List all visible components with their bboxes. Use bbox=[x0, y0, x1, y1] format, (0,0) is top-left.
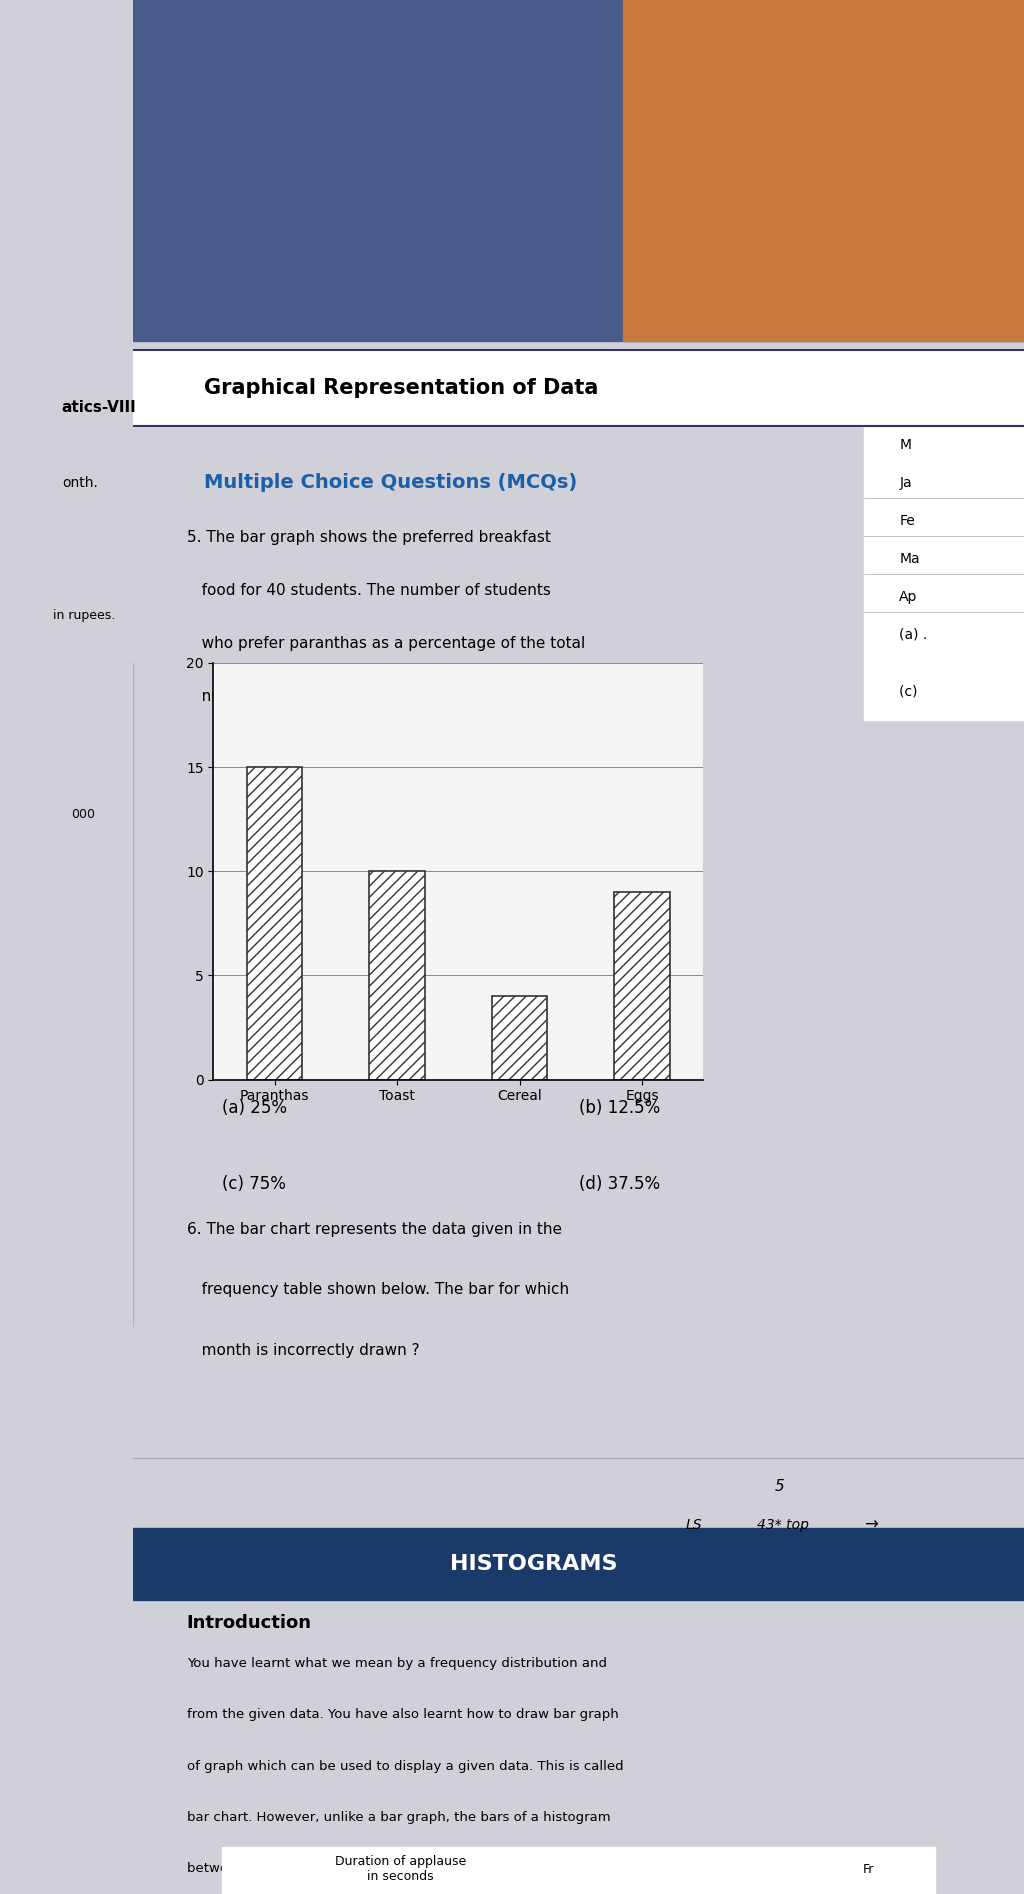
Text: (a) .: (a) . bbox=[899, 627, 928, 642]
Text: Graphical Representation of Data: Graphical Representation of Data bbox=[205, 379, 599, 398]
Text: (a) 25%: (a) 25% bbox=[222, 1099, 287, 1117]
Bar bbox=[614, 892, 670, 1080]
Text: in rupees.: in rupees. bbox=[53, 610, 115, 621]
Text: Ja: Ja bbox=[899, 475, 912, 491]
Text: frequency table shown below. The bar for which: frequency table shown below. The bar for… bbox=[186, 1282, 568, 1297]
Bar bbox=[370, 871, 425, 1080]
Text: Multiple Choice Questions (MCQs): Multiple Choice Questions (MCQs) bbox=[205, 474, 578, 492]
Text: Ap: Ap bbox=[899, 589, 918, 604]
Text: (b) 12.5%: (b) 12.5% bbox=[579, 1099, 659, 1117]
Text: Fe: Fe bbox=[899, 513, 915, 528]
Text: You have learnt what we mean by a frequency distribution and: You have learnt what we mean by a freque… bbox=[186, 1657, 606, 1671]
Text: (c) 75%: (c) 75% bbox=[222, 1174, 286, 1193]
Bar bbox=[623, 0, 1024, 341]
Text: LS: LS bbox=[685, 1517, 702, 1532]
Text: between the bars. Also, the data must be grouped into class inter: between the bars. Also, the data must be… bbox=[186, 1862, 626, 1875]
Bar bbox=[133, 350, 1024, 426]
Text: M: M bbox=[899, 438, 911, 453]
Text: Introduction: Introduction bbox=[186, 1614, 311, 1633]
Bar bbox=[247, 767, 302, 1080]
Text: from the given data. You have also learnt how to draw bar graph: from the given data. You have also learn… bbox=[186, 1708, 618, 1722]
Text: number of students is :: number of students is : bbox=[186, 689, 379, 705]
Text: atics-VIII: atics-VIII bbox=[61, 400, 136, 415]
Text: (c): (c) bbox=[899, 684, 923, 699]
Bar bbox=[801, 1847, 935, 1894]
Text: Duration of applause
in seconds: Duration of applause in seconds bbox=[335, 1856, 466, 1883]
Text: (d) 37.5%: (d) 37.5% bbox=[579, 1174, 659, 1193]
Text: 5. The bar graph shows the preferred breakfast: 5. The bar graph shows the preferred bre… bbox=[186, 530, 551, 545]
Bar bbox=[133, 1528, 1024, 1600]
Bar bbox=[222, 1847, 801, 1894]
Bar bbox=[863, 417, 1024, 720]
Text: 5: 5 bbox=[774, 1479, 784, 1494]
Text: 000: 000 bbox=[71, 809, 95, 820]
Text: Ma: Ma bbox=[899, 551, 920, 566]
Bar bbox=[492, 996, 547, 1080]
Text: month is incorrectly drawn ?: month is incorrectly drawn ? bbox=[186, 1343, 419, 1358]
Text: onth.: onth. bbox=[61, 475, 97, 491]
Text: 6. The bar chart represents the data given in the: 6. The bar chart represents the data giv… bbox=[186, 1222, 561, 1237]
Bar bbox=[17, 663, 133, 1326]
Text: →: → bbox=[863, 1515, 878, 1534]
Text: HISTOGRAMS: HISTOGRAMS bbox=[451, 1555, 617, 1574]
Text: bar chart. However, unlike a bar graph, the bars of a histogram: bar chart. However, unlike a bar graph, … bbox=[186, 1811, 610, 1824]
Text: food for 40 students. The number of students: food for 40 students. The number of stud… bbox=[186, 583, 551, 599]
Text: of graph which can be used to display a given data. This is called: of graph which can be used to display a … bbox=[186, 1760, 624, 1773]
Bar bbox=[133, 0, 1024, 341]
Text: 43* top: 43* top bbox=[757, 1517, 809, 1532]
Text: who prefer paranthas as a percentage of the total: who prefer paranthas as a percentage of … bbox=[186, 636, 585, 652]
Text: Fr: Fr bbox=[862, 1864, 873, 1875]
